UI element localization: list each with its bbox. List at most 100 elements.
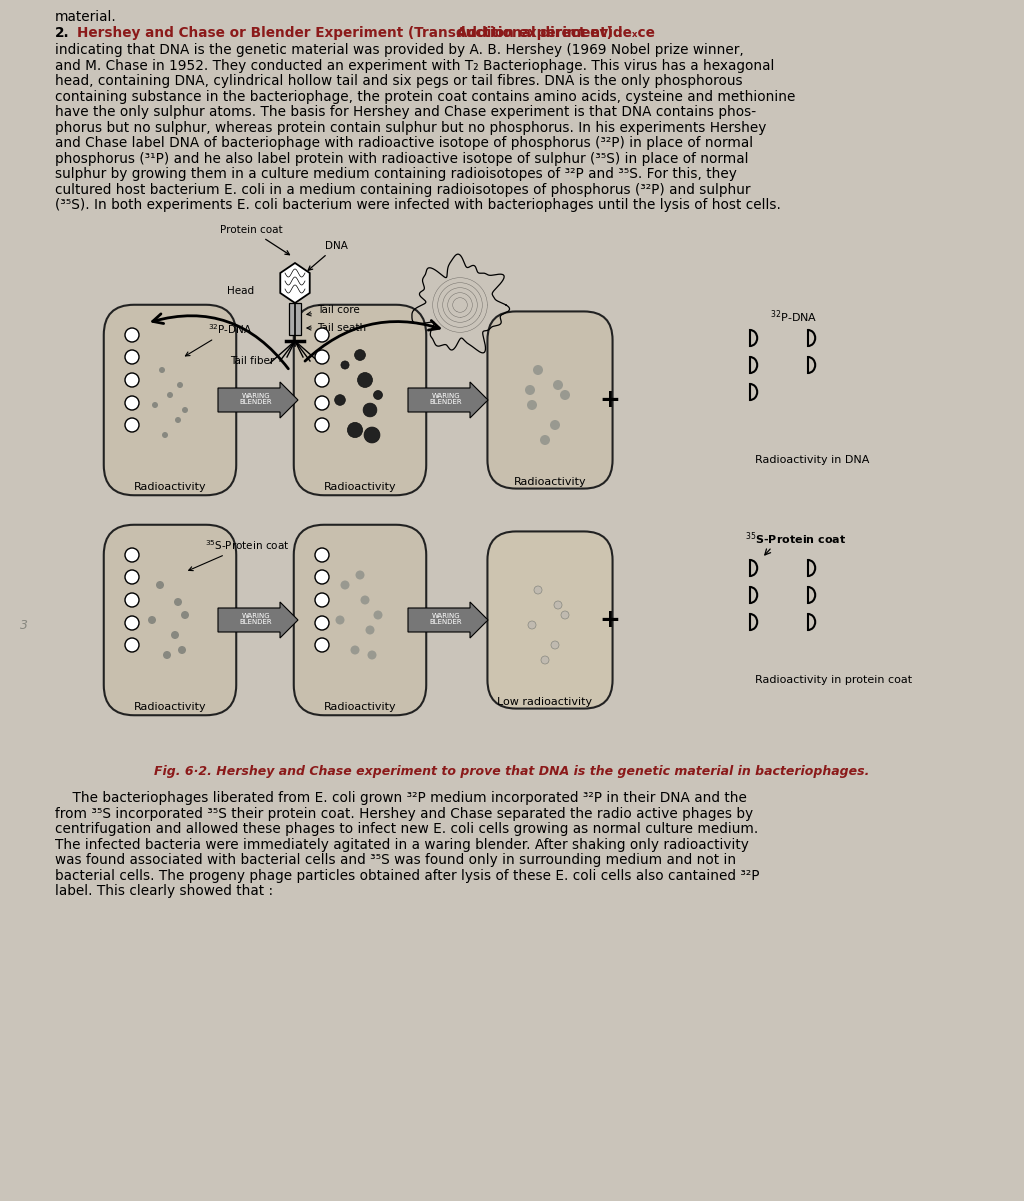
- FancyBboxPatch shape: [294, 525, 426, 716]
- Circle shape: [371, 388, 385, 402]
- Text: Radioactivity: Radioactivity: [134, 703, 206, 712]
- Circle shape: [181, 611, 189, 619]
- Circle shape: [353, 348, 367, 362]
- Text: Radioactivity: Radioactivity: [134, 482, 206, 492]
- Circle shape: [171, 631, 179, 639]
- Polygon shape: [408, 602, 488, 638]
- Circle shape: [125, 638, 139, 652]
- Text: label. This clearly showed that :: label. This clearly showed that :: [55, 884, 273, 898]
- Circle shape: [554, 600, 562, 609]
- Text: The bacteriophages liberated from E. coli grown ³²P medium incorporated ³²P in t: The bacteriophages liberated from E. col…: [55, 791, 746, 805]
- Circle shape: [125, 548, 139, 562]
- Text: 3: 3: [20, 619, 28, 632]
- Text: Radioactivity: Radioactivity: [324, 703, 396, 712]
- FancyBboxPatch shape: [103, 305, 237, 495]
- Circle shape: [315, 396, 329, 410]
- Circle shape: [560, 390, 570, 400]
- Text: and Chase label DNA of bacteriophage with radioactive isotope of phosphorus (³²P: and Chase label DNA of bacteriophage wit…: [55, 136, 753, 150]
- Text: Fig. 6·2. Hershey and Chase experiment to prove that DNA is the genetic material: Fig. 6·2. Hershey and Chase experiment t…: [155, 765, 869, 778]
- Text: +: +: [600, 388, 621, 412]
- Circle shape: [315, 570, 329, 584]
- Text: (³⁵S). In both experiments E. coli bacterium were infected with bacteriophages u: (³⁵S). In both experiments E. coli bacte…: [55, 198, 781, 213]
- Circle shape: [366, 429, 378, 441]
- Text: have the only sulphur atoms. The basis for Hershey and Chase experiment is that : have the only sulphur atoms. The basis f…: [55, 104, 756, 119]
- Circle shape: [332, 393, 348, 408]
- Text: cultured host bacterium E. coli in a medium containing radioisotopes of phosphor: cultured host bacterium E. coli in a med…: [55, 183, 751, 197]
- Circle shape: [125, 374, 139, 387]
- Circle shape: [527, 400, 537, 410]
- Text: Radioactivity in protein coat: Radioactivity in protein coat: [755, 675, 912, 685]
- Bar: [289, 303, 301, 335]
- Text: DNA: DNA: [308, 241, 348, 270]
- Circle shape: [156, 581, 164, 588]
- Circle shape: [152, 402, 158, 408]
- Circle shape: [174, 598, 182, 607]
- Text: Tail seath: Tail seath: [307, 323, 367, 333]
- Circle shape: [339, 359, 351, 371]
- Text: Protein coat: Protein coat: [220, 225, 290, 255]
- Circle shape: [125, 349, 139, 364]
- Text: Head: Head: [227, 286, 254, 295]
- Text: $^{32}$P-DNA: $^{32}$P-DNA: [185, 322, 252, 355]
- Text: indicating that DNA is the genetic material was provided by A. B. Hershey (1969 : indicating that DNA is the genetic mater…: [55, 43, 743, 56]
- Text: WARING
BLENDER: WARING BLENDER: [430, 613, 462, 626]
- Text: bacterial cells. The progeny phage particles obtained after lysis of these E. co: bacterial cells. The progeny phage parti…: [55, 868, 760, 883]
- Circle shape: [355, 570, 365, 580]
- Text: Radioactivity: Radioactivity: [324, 482, 396, 492]
- Circle shape: [125, 593, 139, 607]
- Circle shape: [525, 386, 535, 395]
- Text: WARING
BLENDER: WARING BLENDER: [430, 393, 462, 405]
- Circle shape: [167, 392, 173, 398]
- Circle shape: [125, 616, 139, 631]
- Circle shape: [315, 374, 329, 387]
- FancyBboxPatch shape: [487, 531, 612, 709]
- Text: from ³⁵S incorporated ³⁵S their protein coat. Hershey and Chase separated the ra: from ³⁵S incorporated ³⁵S their protein …: [55, 807, 753, 820]
- Circle shape: [540, 435, 550, 446]
- Circle shape: [177, 382, 183, 388]
- Text: Low radioactivity: Low radioactivity: [498, 697, 593, 707]
- Circle shape: [551, 641, 559, 649]
- Text: Tail fiber: Tail fiber: [230, 355, 274, 366]
- Circle shape: [366, 626, 375, 634]
- Circle shape: [534, 586, 542, 594]
- Text: material.: material.: [55, 10, 117, 24]
- FancyBboxPatch shape: [294, 305, 426, 495]
- Circle shape: [360, 596, 370, 604]
- Text: WARING
BLENDER: WARING BLENDER: [240, 393, 272, 405]
- Circle shape: [315, 593, 329, 607]
- Circle shape: [357, 372, 373, 388]
- Circle shape: [315, 638, 329, 652]
- Polygon shape: [281, 263, 309, 303]
- Circle shape: [178, 646, 186, 655]
- FancyBboxPatch shape: [103, 525, 237, 716]
- Text: Radioactivity: Radioactivity: [514, 477, 587, 486]
- Text: centrifugation and allowed these phages to infect new E. coli cells growing as n: centrifugation and allowed these phages …: [55, 821, 758, 836]
- Circle shape: [148, 616, 156, 625]
- Text: +: +: [600, 608, 621, 632]
- Text: was found associated with bacterial cells and ³⁵S was found only in surrounding : was found associated with bacterial cell…: [55, 853, 736, 867]
- Circle shape: [315, 328, 329, 342]
- Text: containing substance in the bacteriophage, the protein coat contains amino acids: containing substance in the bacteriophag…: [55, 90, 796, 103]
- Circle shape: [315, 349, 329, 364]
- Circle shape: [365, 405, 375, 416]
- Circle shape: [163, 651, 171, 659]
- Circle shape: [368, 651, 377, 659]
- Circle shape: [182, 407, 188, 413]
- Text: Additional direct evideₓсе: Additional direct evideₓсе: [453, 26, 655, 40]
- Text: WARING
BLENDER: WARING BLENDER: [240, 613, 272, 626]
- Polygon shape: [218, 602, 298, 638]
- Text: sulphur by growing them in a culture medium containing radioisotopes of ³²P and : sulphur by growing them in a culture med…: [55, 167, 737, 181]
- Text: phosphorus (³¹P) and he also label protein with radioactive isotope of sulphur (: phosphorus (³¹P) and he also label prote…: [55, 151, 749, 166]
- Circle shape: [315, 418, 329, 432]
- Text: 2.: 2.: [55, 26, 70, 40]
- Circle shape: [348, 423, 361, 437]
- Polygon shape: [408, 382, 488, 418]
- Text: Tail core: Tail core: [307, 305, 359, 316]
- Circle shape: [528, 621, 536, 629]
- Circle shape: [175, 417, 181, 423]
- FancyBboxPatch shape: [487, 311, 612, 489]
- Circle shape: [125, 396, 139, 410]
- Text: $^{35}$S-Protein coat: $^{35}$S-Protein coat: [188, 538, 290, 570]
- Circle shape: [125, 418, 139, 432]
- Text: $^{32}$P-DNA: $^{32}$P-DNA: [770, 307, 817, 324]
